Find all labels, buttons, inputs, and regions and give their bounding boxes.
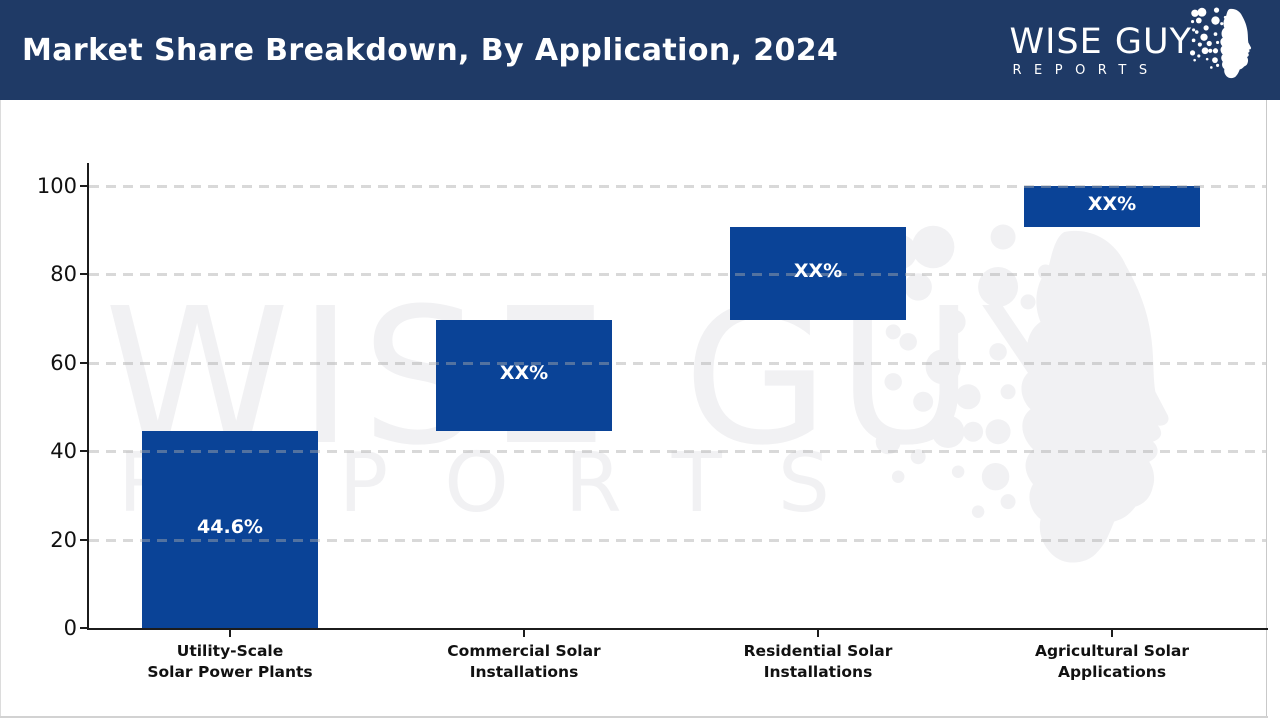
x-category-label-line: Installations [763, 663, 873, 681]
x-axis-spine [87, 628, 1268, 630]
bar-utility-scale-solar-power-plants [142, 430, 318, 628]
x-tick-mark [523, 630, 525, 637]
x-category-label-line: Commercial Solar [447, 642, 601, 660]
gridline-20 [89, 538, 1266, 542]
watermark-face-icon [875, 224, 1169, 563]
gridline-100 [89, 185, 1266, 188]
y-tick-label: 60 [50, 350, 77, 375]
logo-brand-text: WISE GUY [1009, 21, 1192, 62]
y-tick-label: 40 [50, 439, 77, 464]
chart-title: Market Share Breakdown, By Application, … [22, 32, 839, 68]
x-category-label-utility-scale-solar-power-plants: Utility-Scale Solar Power Plants [80, 641, 380, 683]
logo-text: WISE GUY REPORTS [1009, 23, 1192, 78]
x-tick-mark [229, 630, 231, 637]
bar-value-label: XX% [1087, 193, 1137, 216]
header-bar: Market Share Breakdown, By Application, … [0, 0, 1280, 100]
logo-face-icon [1189, 7, 1252, 79]
x-category-label-line: Agricultural Solar [1034, 642, 1190, 660]
gridline-60 [89, 361, 1266, 365]
x-category-label-line: Installations [469, 663, 579, 681]
x-category-label-line: Utility-Scale [176, 642, 284, 660]
y-tick-mark [80, 450, 87, 453]
figure-border-right [1266, 100, 1267, 717]
bar-agricultural-solar-applications [1024, 186, 1200, 227]
figure-border-bottom [0, 716, 1268, 718]
figure-border-left [0, 100, 1, 717]
gridline-40 [89, 450, 1266, 454]
x-category-label-line: Solar Power Plants [147, 663, 313, 681]
x-category-label-commercial-solar-installations: Commercial Solar Installations [374, 641, 674, 683]
y-tick-mark [80, 273, 87, 276]
x-tick-mark [1111, 630, 1113, 637]
y-tick-mark [80, 361, 87, 364]
y-tick-label: 80 [50, 262, 77, 287]
y-axis-spine [87, 163, 89, 628]
y-tick-mark [80, 627, 87, 629]
y-tick-label: 20 [50, 527, 77, 552]
x-category-label-residential-solar-installations: Residential Solar Installations [668, 641, 968, 683]
brand-logo: WISE GUY REPORTS [1009, 6, 1270, 94]
y-tick-mark [80, 538, 87, 541]
bar-value-label: 44.6% [197, 516, 263, 539]
x-category-label-line: Residential Solar [743, 642, 893, 660]
y-tick-mark [80, 185, 87, 187]
bar-value-label: XX% [499, 362, 549, 385]
logo-sub-text: REPORTS [1012, 62, 1160, 78]
bar-value-label: XX% [793, 260, 843, 283]
gridline-80 [89, 273, 1266, 277]
bar-residential-solar-installations [730, 226, 906, 320]
x-category-label-agricultural-solar-applications: Agricultural Solar Applications [962, 641, 1262, 683]
y-tick-label: 100 [36, 174, 77, 198]
x-category-label-line: Applications [1057, 663, 1167, 681]
bar-commercial-solar-installations [436, 319, 612, 431]
y-tick-label: 0 [63, 616, 77, 640]
x-tick-mark [817, 630, 819, 637]
